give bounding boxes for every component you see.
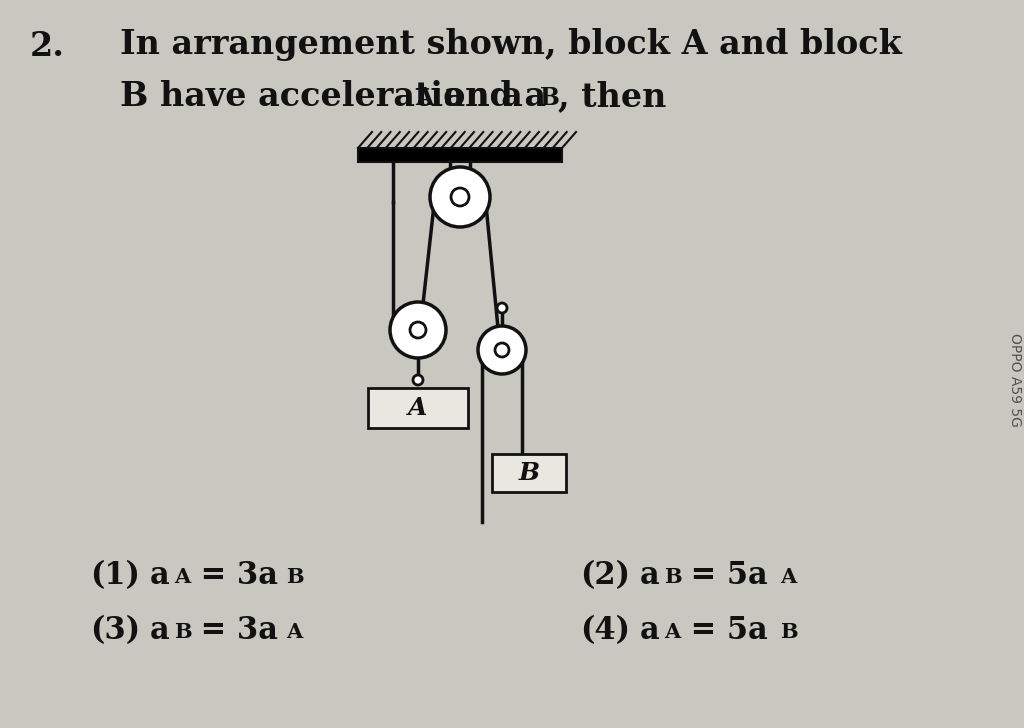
Text: a: a <box>640 615 659 646</box>
Text: A: A <box>286 622 302 642</box>
Text: B: B <box>540 86 560 110</box>
Circle shape <box>451 188 469 206</box>
Text: OPPO A59 5G: OPPO A59 5G <box>1008 333 1022 427</box>
Text: B: B <box>664 567 682 587</box>
Text: B: B <box>286 567 304 587</box>
Text: a: a <box>150 560 170 591</box>
Circle shape <box>497 303 507 313</box>
Text: A: A <box>780 567 797 587</box>
Bar <box>492 454 566 492</box>
Text: A: A <box>174 567 190 587</box>
Bar <box>358 148 562 162</box>
Text: , then: , then <box>558 80 667 113</box>
Text: and a: and a <box>432 80 546 113</box>
Text: 2.: 2. <box>30 30 65 63</box>
Circle shape <box>430 167 490 227</box>
Text: = 5a: = 5a <box>680 615 768 646</box>
Bar <box>368 388 468 428</box>
Circle shape <box>390 302 446 358</box>
Text: (3): (3) <box>90 615 140 646</box>
Text: a: a <box>640 560 659 591</box>
Circle shape <box>495 343 509 357</box>
Text: B: B <box>518 461 540 485</box>
Text: A: A <box>664 622 680 642</box>
Text: B: B <box>780 622 798 642</box>
Text: A: A <box>415 86 433 110</box>
Text: (1): (1) <box>90 560 140 591</box>
Circle shape <box>478 326 526 374</box>
Text: = 5a: = 5a <box>680 560 768 591</box>
Text: (4): (4) <box>580 615 630 646</box>
Circle shape <box>413 375 423 385</box>
Text: A: A <box>409 396 428 420</box>
Text: B have acceleration a: B have acceleration a <box>120 80 523 113</box>
Text: = 3a: = 3a <box>190 615 278 646</box>
Text: B: B <box>174 622 191 642</box>
Text: In arrangement shown, block A and block: In arrangement shown, block A and block <box>120 28 902 61</box>
Circle shape <box>410 322 426 338</box>
Text: a: a <box>150 615 170 646</box>
Text: (2): (2) <box>580 560 630 591</box>
Text: = 3a: = 3a <box>190 560 278 591</box>
